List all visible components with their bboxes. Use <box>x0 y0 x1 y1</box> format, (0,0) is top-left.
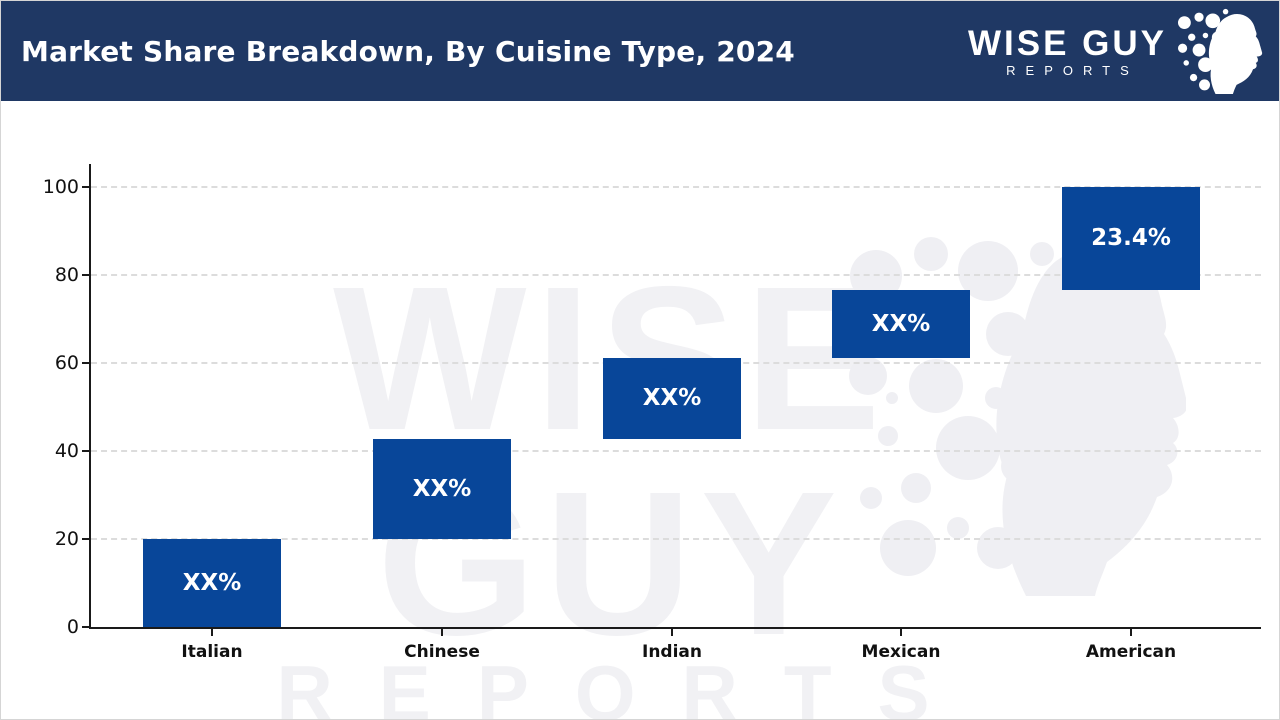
x-tick-label: American <box>1085 642 1177 662</box>
y-tick-label: 60 <box>54 352 79 374</box>
bar-value-label: XX% <box>412 475 472 502</box>
grid-line <box>91 538 1261 540</box>
y-tick-mark <box>82 186 90 188</box>
grid-line <box>91 450 1261 452</box>
bar-indian: XX% <box>603 357 741 439</box>
bar-value-label: XX% <box>182 570 242 596</box>
wise-guy-reports-logo: WISE GUY REPORTS <box>968 8 1279 94</box>
x-tick-label: Indian <box>642 642 702 662</box>
x-tick-mark <box>1130 628 1132 636</box>
x-tick-label: Italian <box>181 642 243 662</box>
bar-value-label: XX% <box>642 385 702 412</box>
y-tick-mark <box>82 450 90 452</box>
x-tick-mark <box>900 628 902 636</box>
header-bar: Market Share Breakdown, By Cuisine Type,… <box>1 1 1279 101</box>
bar-chinese: XX% <box>373 438 511 539</box>
y-tick-label: 0 <box>66 616 79 638</box>
y-axis-spine <box>89 164 91 629</box>
logo-reports-text: REPORTS <box>1006 62 1139 78</box>
y-tick-label: 100 <box>42 176 79 198</box>
chart-title: Market Share Breakdown, By Cuisine Type,… <box>21 34 795 68</box>
logo-text: WISE GUY REPORTS <box>968 26 1167 77</box>
bar-italian: XX% <box>143 539 281 627</box>
y-tick-label: 80 <box>54 264 79 286</box>
x-tick-label: Chinese <box>404 642 480 662</box>
x-axis-spine <box>89 627 1261 629</box>
logo-head-dots-icon <box>1178 8 1263 94</box>
bar-mexican: XX% <box>832 289 970 358</box>
bar-value-label: XX% <box>871 310 931 337</box>
x-tick-mark <box>211 628 213 636</box>
x-tick-mark <box>441 628 443 636</box>
y-tick-label: 20 <box>54 528 79 550</box>
y-tick-mark <box>82 362 90 364</box>
grid-line <box>91 186 1261 188</box>
y-tick-mark <box>82 626 90 628</box>
y-tick-mark <box>82 538 90 540</box>
bar-value-label: 23.4% <box>1091 225 1171 252</box>
logo-wiseguy-text: WISE GUY <box>967 23 1167 63</box>
grid-line <box>91 274 1261 276</box>
y-tick-label: 40 <box>54 440 79 462</box>
x-tick-mark <box>671 628 673 636</box>
y-tick-mark <box>82 274 90 276</box>
x-tick-label: Mexican <box>861 642 941 662</box>
bar-american: 23.4% <box>1062 187 1200 290</box>
